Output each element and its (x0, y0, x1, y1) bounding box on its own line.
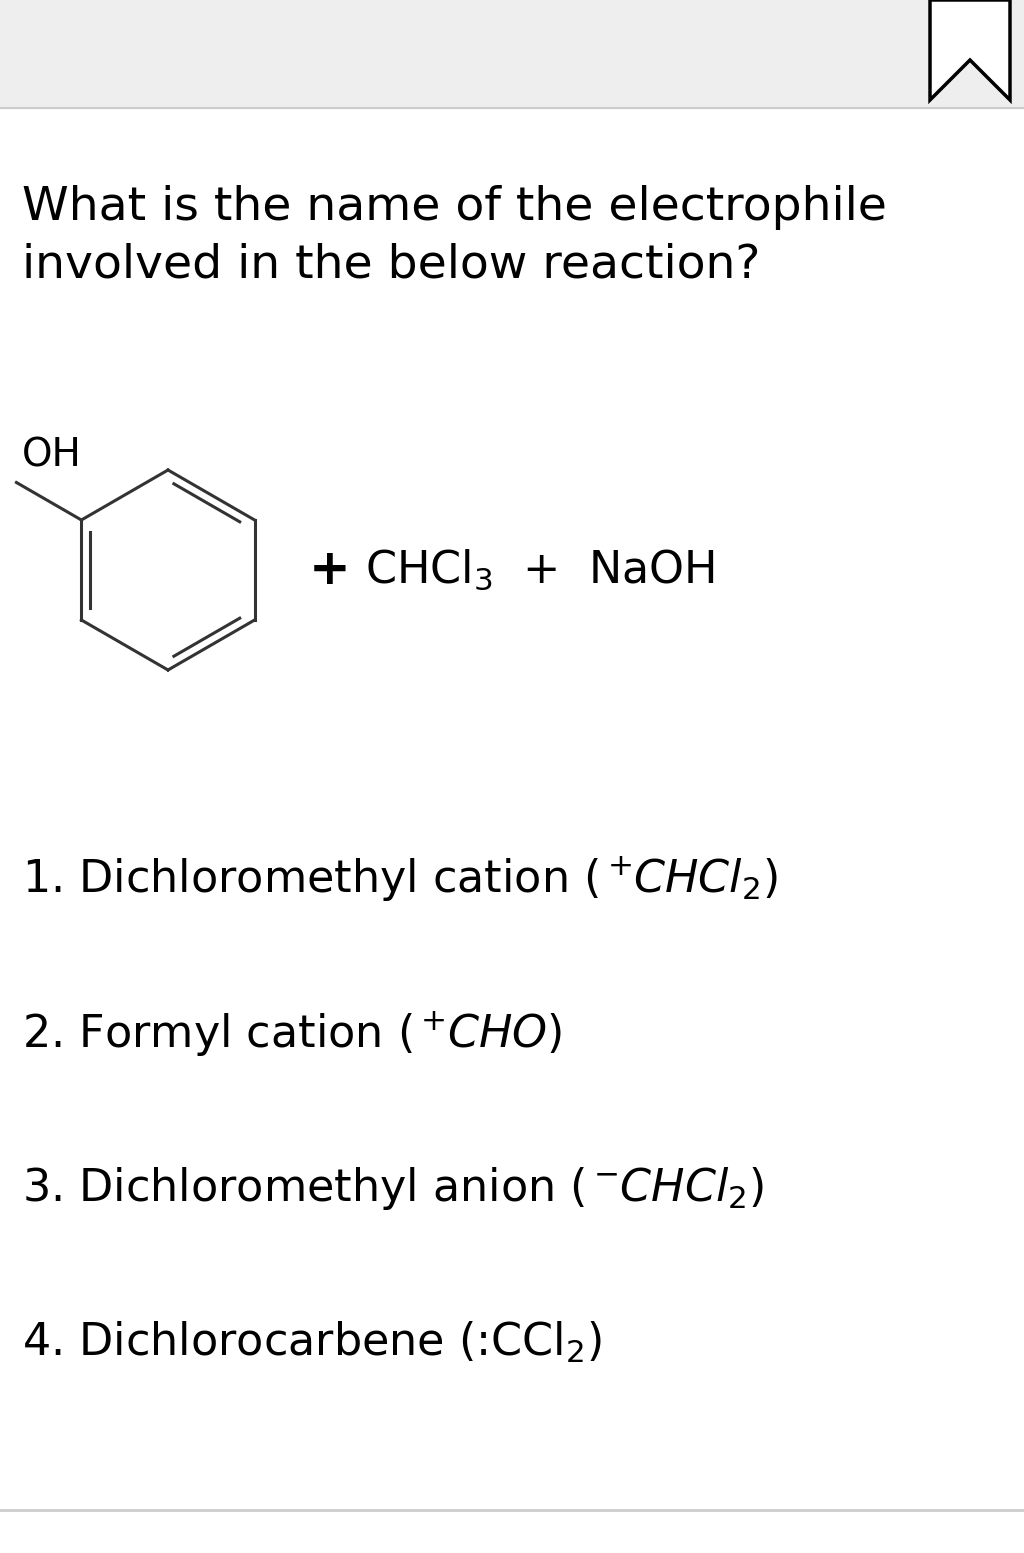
Text: 3. Dichloromethyl anion ($^-\!CHCl_2$): 3. Dichloromethyl anion ($^-\!CHCl_2$) (22, 1165, 764, 1211)
Text: involved in the below reaction?: involved in the below reaction? (22, 242, 761, 287)
Text: +: + (309, 547, 351, 593)
Polygon shape (930, 0, 1010, 99)
Text: OH: OH (22, 436, 81, 475)
Text: 4. Dichlorocarbene (:CCl$_2$): 4. Dichlorocarbene (:CCl$_2$) (22, 1320, 602, 1365)
Bar (0, 0, 1024, 109)
Text: What is the name of the electrophile: What is the name of the electrophile (22, 185, 887, 230)
Text: 1. Dichloromethyl cation ($^+\!CHCl_2$): 1. Dichloromethyl cation ($^+\!CHCl_2$) (22, 856, 778, 904)
Text: CHCl$_3$  +  NaOH: CHCl$_3$ + NaOH (365, 548, 715, 592)
Text: 2. Formyl cation ($^+\!CHO$): 2. Formyl cation ($^+\!CHO$) (22, 1009, 562, 1059)
